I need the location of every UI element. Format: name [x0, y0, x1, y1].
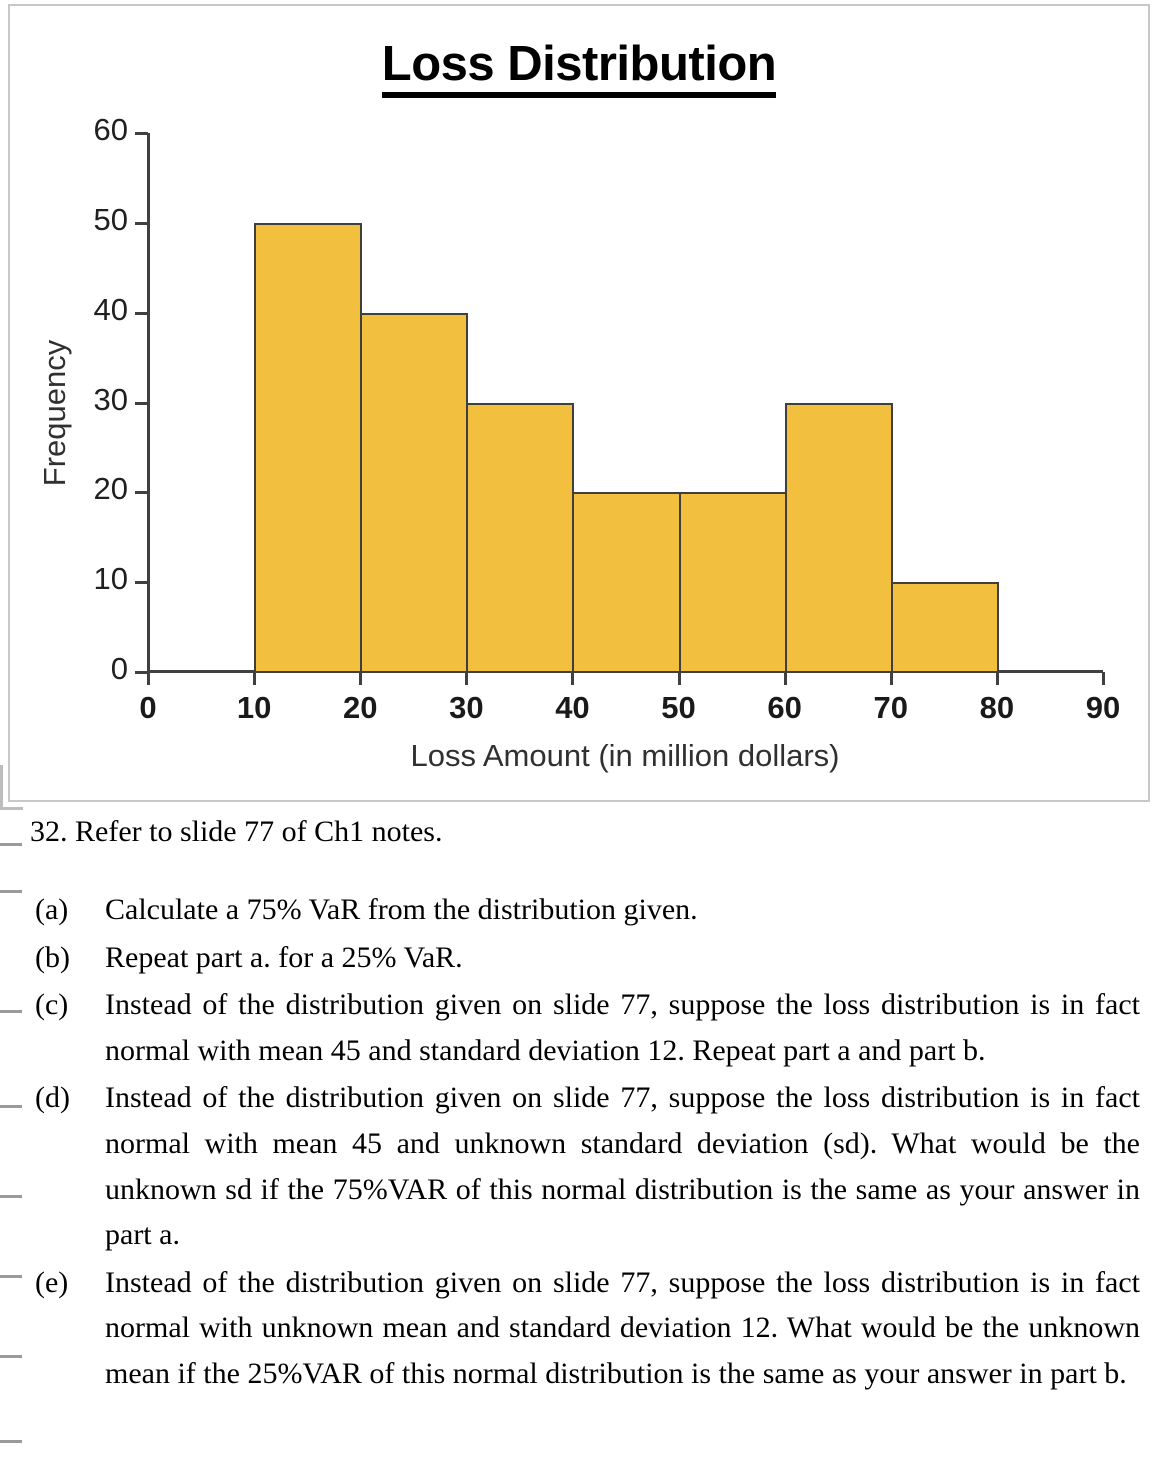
- histogram-bar: [890, 582, 999, 673]
- question-parts-list: (a) Calculate a 75% VaR from the distribu…: [0, 887, 1154, 1399]
- y-axis-tick: [135, 581, 148, 585]
- y-axis-tick: [135, 671, 148, 674]
- x-axis-tick-label: 80: [979, 690, 1015, 725]
- x-axis-tick: [571, 672, 575, 685]
- y-axis-tick: [135, 491, 148, 495]
- x-axis-tick: [677, 672, 681, 685]
- question-heading: 32. Refer to slide 77 of Ch1 notes.: [30, 815, 443, 848]
- x-axis-tick: [465, 672, 469, 685]
- question-part-text: Instead of the distribution given on sli…: [105, 988, 1140, 1067]
- y-axis-tick-label: 30: [93, 381, 128, 417]
- y-axis-tick: [135, 401, 148, 405]
- x-axis-tick-label: 40: [555, 690, 590, 725]
- question-part-text: Instead of the distribution given on sli…: [105, 1265, 1140, 1390]
- question-part: (c) Instead of the distribution given on …: [0, 982, 1154, 1073]
- question-part-label: (b): [35, 940, 70, 974]
- x-axis-tick: [147, 672, 150, 685]
- y-axis-tick: [135, 132, 148, 135]
- y-axis-tick-label: 50: [93, 201, 128, 237]
- question-part: (e) Instead of the distribution given on …: [0, 1260, 1154, 1397]
- x-axis-title: Loss Amount (in million dollars): [410, 738, 840, 773]
- change-mark: [0, 1105, 22, 1108]
- x-axis-tick: [359, 672, 363, 685]
- x-axis-tick-label: 70: [873, 690, 908, 725]
- histogram-bar: [572, 492, 681, 673]
- y-axis-tick-label: 20: [93, 471, 128, 507]
- x-axis-tick-label: 0: [139, 690, 157, 725]
- question-part-text: Instead of the distribution given on sli…: [105, 1081, 1140, 1252]
- change-mark: [0, 1275, 22, 1278]
- x-axis-tick-label: 90: [1085, 690, 1121, 725]
- chart-title: Loss Distribution: [10, 40, 1148, 98]
- y-axis-line: [147, 133, 150, 675]
- histogram-bar: [254, 222, 363, 673]
- question-part-text: Calculate a 75% VaR from the distributio…: [105, 893, 698, 926]
- x-axis-tick-label: 10: [236, 690, 272, 725]
- y-axis-tick-label: 10: [93, 561, 128, 597]
- question-part-label: (e): [35, 1265, 69, 1299]
- chart-frame-corner: [0, 765, 23, 810]
- question-part: (d) Instead of the distribution given on …: [0, 1075, 1154, 1257]
- y-axis-tick: [135, 311, 148, 315]
- histogram-bar: [784, 402, 893, 673]
- x-axis-tick: [1102, 672, 1105, 685]
- x-axis-tick-label: 20: [342, 690, 378, 725]
- y-axis-tick-label: 60: [93, 112, 128, 147]
- question-part: (a) Calculate a 75% VaR from the distribu…: [0, 887, 1154, 933]
- y-axis-tick-label: 40: [93, 291, 128, 327]
- histogram-bar: [466, 402, 575, 673]
- change-mark: [0, 1355, 22, 1358]
- x-axis-tick-label: 50: [661, 690, 696, 725]
- question-part-text: Repeat part a. for a 25% VaR.: [105, 940, 463, 974]
- y-axis-tick: [135, 221, 148, 225]
- x-axis-tick-label: 30: [449, 690, 484, 725]
- chart-title-text: Loss Distribution: [381, 40, 777, 98]
- histogram-bar: [360, 312, 469, 673]
- change-mark: [0, 1195, 22, 1198]
- y-axis-title: Frequency: [37, 339, 72, 487]
- x-axis-tick: [995, 672, 999, 685]
- change-mark: [0, 890, 22, 893]
- change-mark: [0, 1440, 22, 1443]
- change-mark: [0, 843, 22, 846]
- x-axis-tick: [889, 672, 893, 685]
- x-axis-tick-label: 60: [767, 690, 802, 725]
- x-axis-tick: [253, 672, 257, 685]
- x-axis-tick: [783, 672, 787, 685]
- change-mark: [0, 1010, 22, 1013]
- histogram-bar: [678, 492, 787, 673]
- question-part-label: (c): [35, 988, 69, 1022]
- y-axis-tick-label: 0: [110, 651, 128, 686]
- question-part-label: (d): [35, 1081, 70, 1115]
- question-part-label: (a): [35, 893, 69, 926]
- question-part: (b) Repeat part a. for a 25% VaR.: [0, 935, 1154, 981]
